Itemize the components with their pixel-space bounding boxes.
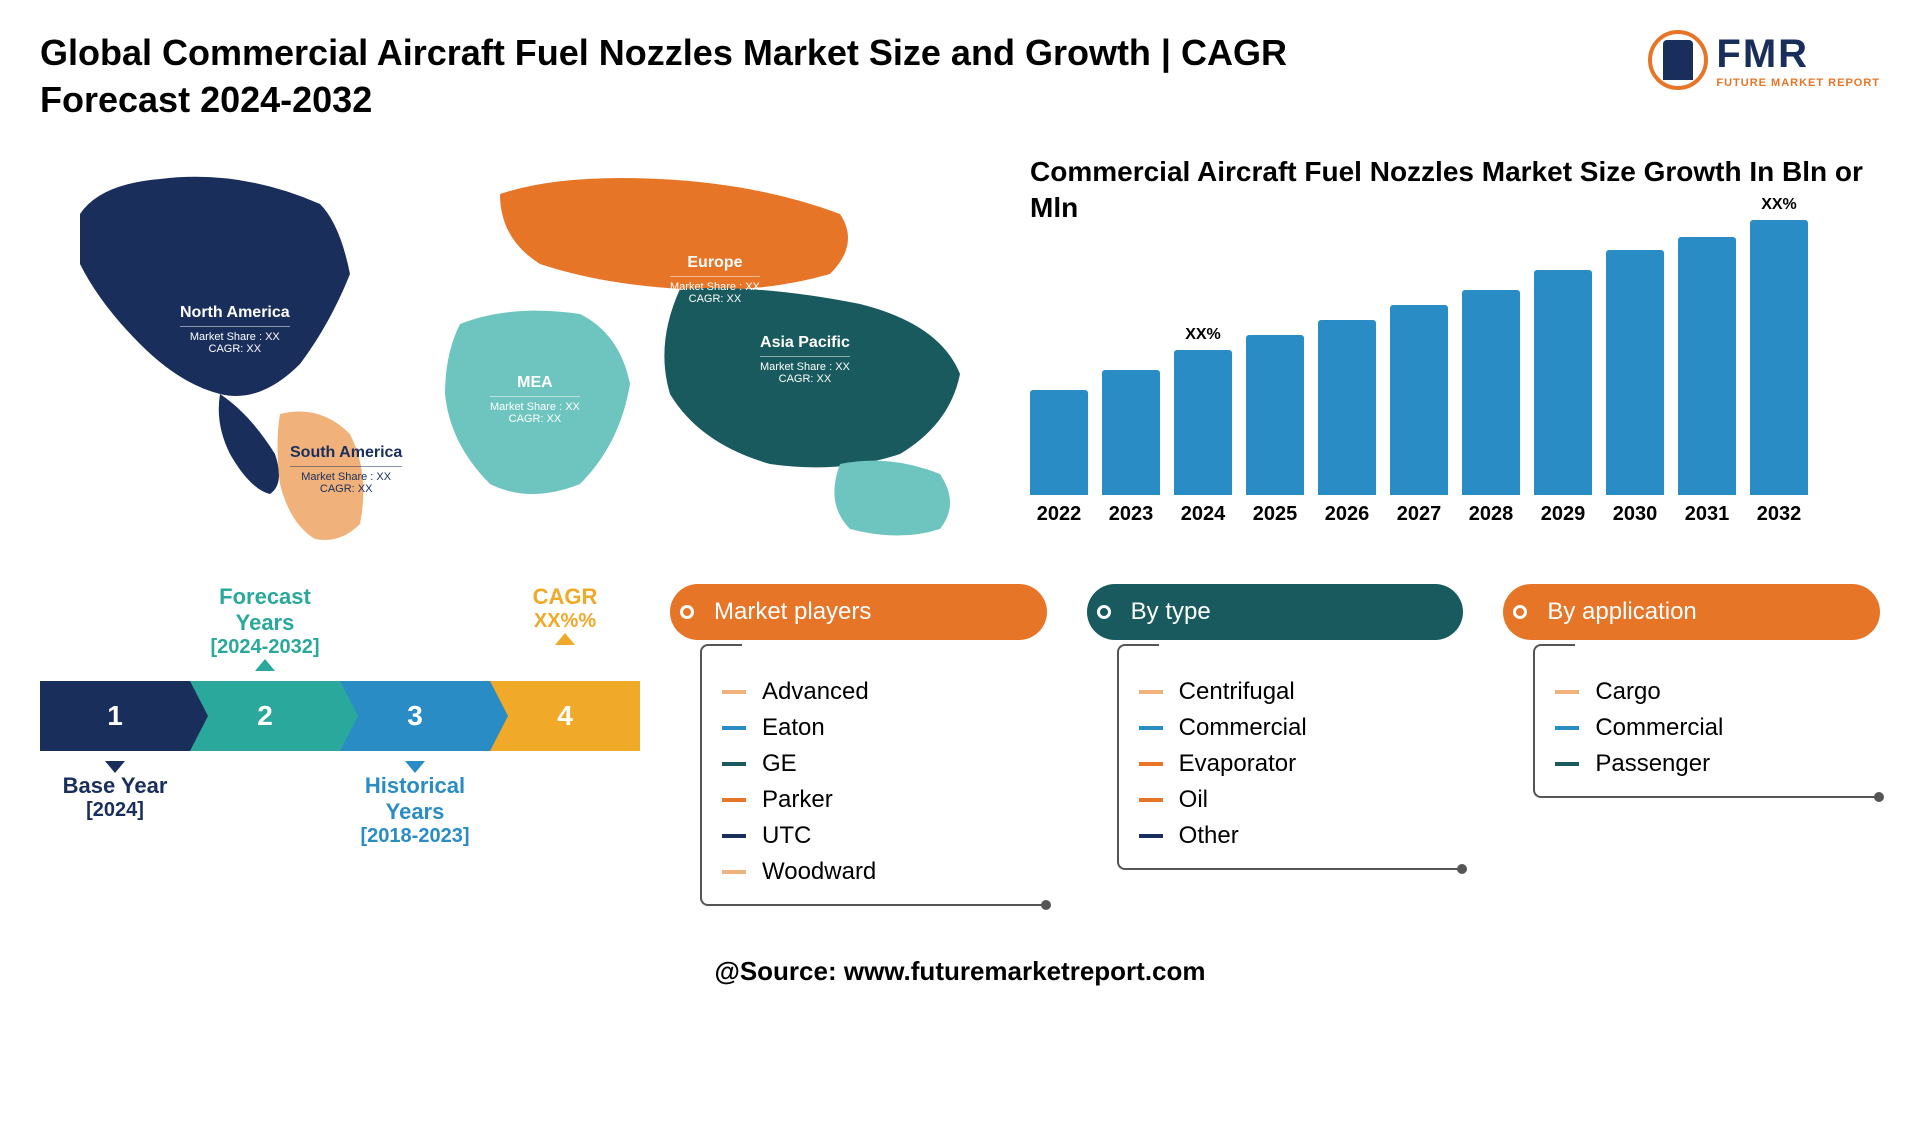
pill-col-by-application: By application Cargo Commercial Passenger <box>1503 584 1880 906</box>
logo-subtitle: FUTURE MARKET REPORT <box>1716 77 1880 89</box>
logo: FMR FUTURE MARKET REPORT <box>1648 30 1880 90</box>
pill-item: Woodward <box>722 858 1047 886</box>
bar-chart: 20222023XX%20242025202620272028202920302… <box>1030 246 1880 526</box>
timeline-label-forecast-years: Forecast Years[2024-2032] <box>190 584 340 675</box>
pill-item: Commercial <box>1555 714 1880 742</box>
pill-col-market-players: Market players Advanced Eaton GE Parker UTC Wo… <box>670 584 1047 906</box>
bar-2023: 2023 <box>1102 370 1160 526</box>
region-label-mea: MEAMarket Share : XXCAGR: XX <box>490 374 580 425</box>
logo-fmr: FMR <box>1716 32 1880 77</box>
pill-header: Market players <box>670 584 1047 640</box>
pill-header: By type <box>1087 584 1464 640</box>
region-label-south-america: South AmericaMarket Share : XXCAGR: XX <box>290 444 402 495</box>
pill-col-by-type: By type Centrifugal Commercial Evaporator Oi… <box>1087 584 1464 906</box>
pill-item: Commercial <box>1139 714 1464 742</box>
timeline-label-base-year: Base Year[2024] <box>40 757 190 848</box>
bar-2027: 2027 <box>1390 305 1448 526</box>
logo-icon <box>1648 30 1708 90</box>
pill-item: Cargo <box>1555 678 1880 706</box>
pill-item: Centrifugal <box>1139 678 1464 706</box>
region-label-north-america: North AmericaMarket Share : XXCAGR: XX <box>180 304 290 355</box>
bar-2024: XX%2024 <box>1174 350 1232 526</box>
pill-item: Passenger <box>1555 750 1880 778</box>
timeline-seg-3: 3 <box>340 681 490 751</box>
timeline-label-historical-years: Historical Years[2018-2023] <box>340 757 490 848</box>
bar-2030: 2030 <box>1606 250 1664 526</box>
region-label-europe: EuropeMarket Share : XXCAGR: XX <box>670 254 760 305</box>
bar-2032: XX%2032 <box>1750 220 1808 526</box>
pill-item: GE <box>722 750 1047 778</box>
pill-item: UTC <box>722 822 1047 850</box>
timeline-seg-4: 4 <box>490 681 640 751</box>
timeline-seg-1: 1 <box>40 681 190 751</box>
pill-item: Evaporator <box>1139 750 1464 778</box>
pill-item: Eaton <box>722 714 1047 742</box>
pill-header: By application <box>1503 584 1880 640</box>
source-text: @Source: www.futuremarketreport.com <box>40 956 1880 987</box>
timeline-label-cagr: CAGRXX%% <box>490 584 640 675</box>
bar-2031: 2031 <box>1678 237 1736 526</box>
pill-item: Advanced <box>722 678 1047 706</box>
region-label-asia-pacific: Asia PacificMarket Share : XXCAGR: XX <box>760 334 850 385</box>
pill-item: Other <box>1139 822 1464 850</box>
page-title: Global Commercial Aircraft Fuel Nozzles … <box>40 30 1340 124</box>
bar-2026: 2026 <box>1318 320 1376 526</box>
bar-2029: 2029 <box>1534 270 1592 526</box>
timeline: Forecast Years[2024-2032] CAGRXX%% 1234 B… <box>40 584 640 906</box>
bar-2025: 2025 <box>1246 335 1304 526</box>
bar-2028: 2028 <box>1462 290 1520 526</box>
chart-title: Commercial Aircraft Fuel Nozzles Market … <box>1030 154 1880 227</box>
bar-2022: 2022 <box>1030 390 1088 526</box>
timeline-seg-2: 2 <box>190 681 340 751</box>
pill-item: Parker <box>722 786 1047 814</box>
pill-item: Oil <box>1139 786 1464 814</box>
world-map: North AmericaMarket Share : XXCAGR: XX So… <box>40 144 990 544</box>
